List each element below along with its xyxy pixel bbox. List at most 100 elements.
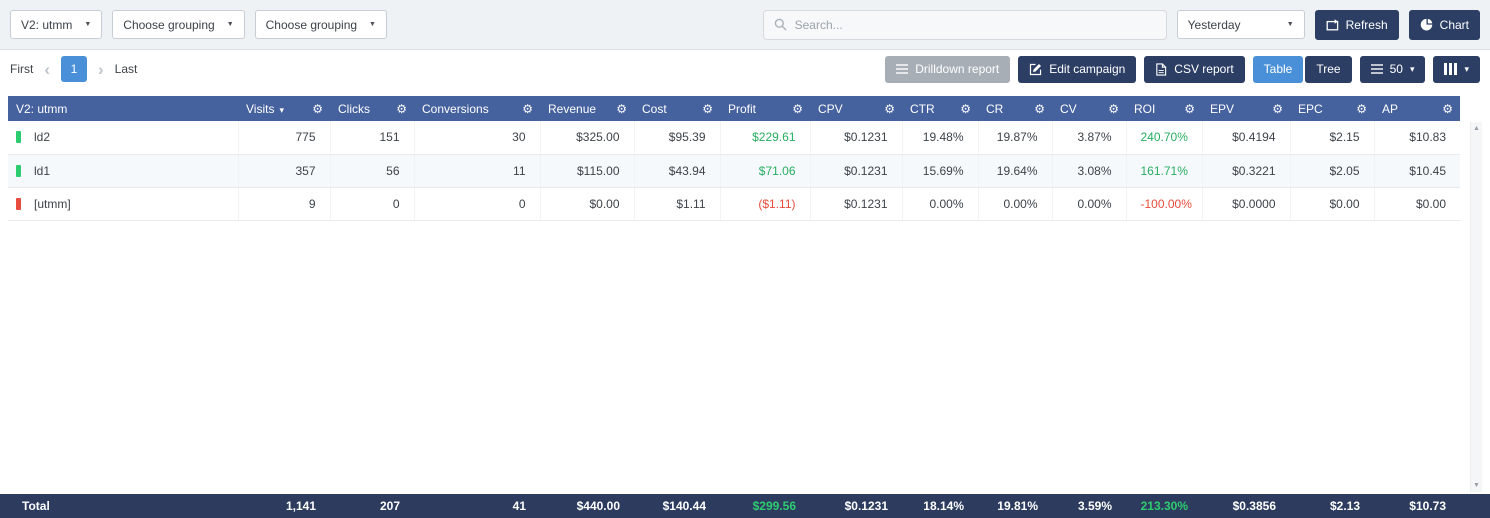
column-header-visits[interactable]: Visits ▾ ⚙ — [238, 96, 330, 121]
edit-pencil-icon — [1030, 63, 1042, 75]
column-settings-icon[interactable]: ⚙ — [1356, 101, 1367, 116]
cell-cv: 3.87% — [1052, 121, 1127, 155]
rows-per-page-value: 50 — [1389, 62, 1403, 76]
column-header-clicks[interactable]: Clicks ⚙ — [330, 96, 414, 121]
date-range-select[interactable]: Yesterday ▼ — [1176, 10, 1305, 39]
cell-revenue: $325.00 — [540, 121, 635, 155]
pagination-first[interactable]: First — [10, 62, 34, 76]
grouping-select-1[interactable]: Choose grouping ▼ — [112, 10, 245, 39]
column-header-cpv[interactable]: CPV ⚙ — [810, 96, 902, 121]
column-header-ctr[interactable]: CTR ⚙ — [902, 96, 978, 121]
column-settings-icon[interactable]: ⚙ — [884, 101, 895, 116]
column-label: Conversions — [422, 101, 489, 116]
cell-cr: 19.64% — [978, 154, 1053, 188]
column-header-epv[interactable]: EPV ⚙ — [1202, 96, 1290, 121]
column-header-ap[interactable]: AP ⚙ — [1374, 96, 1460, 121]
column-header-profit[interactable]: Profit ⚙ — [720, 96, 810, 121]
total-table: Total 1,141 207 41 $440.00 $140.44 $299.56 $0.1… — [8, 494, 1460, 518]
list-icon — [896, 64, 909, 74]
action-bar: First ‹ 1 › Last Drilldown report Edit c… — [0, 50, 1490, 88]
cell-clicks: 0 — [330, 187, 415, 221]
cell-epc: $2.15 — [1290, 121, 1375, 155]
chevron-left-icon[interactable]: ‹ — [44, 59, 50, 79]
column-label: Cost — [642, 101, 667, 116]
top-toolbar: V2: utmm ▼ Choose grouping ▼ Choose grou… — [0, 0, 1490, 50]
search-box — [762, 9, 1167, 40]
column-label: Visits — [246, 101, 275, 116]
cell-cv: 3.08% — [1052, 154, 1127, 188]
column-settings-icon[interactable]: ⚙ — [396, 101, 407, 116]
cell-clicks: 151 — [330, 121, 415, 155]
report-table-area: V2: utmm Visits ▾ ⚙ Clicks ⚙ Conversions ⚙ Reven… — [0, 88, 1490, 494]
total-cost: $140.44 — [662, 499, 706, 513]
grouping-select-2[interactable]: Choose grouping ▼ — [254, 10, 387, 39]
chevron-right-icon[interactable]: › — [98, 59, 104, 79]
scroll-down-icon[interactable]: ▼ — [1473, 482, 1480, 489]
pagination-last[interactable]: Last — [114, 62, 138, 76]
campaign-select[interactable]: V2: utmm ▼ — [10, 10, 103, 39]
column-header-roi[interactable]: ROI ⚙ — [1126, 96, 1202, 121]
chevron-down-icon: ▼ — [226, 21, 234, 28]
column-settings-icon[interactable]: ⚙ — [960, 101, 971, 116]
table-row-utmm[interactable]: [utmm] 9 0 0 $0.00 $1.11 ($1.11) $0.1231 0.00% 0.… — [8, 187, 1460, 221]
sort-desc-icon: ▾ — [279, 104, 284, 115]
column-settings-icon[interactable]: ⚙ — [1034, 101, 1045, 116]
columns-button[interactable]: ▾ — [1433, 55, 1480, 83]
search-input[interactable] — [794, 17, 1156, 32]
column-header-conversions[interactable]: Conversions ⚙ — [414, 96, 540, 121]
refresh-button[interactable]: Refresh — [1314, 9, 1399, 40]
columns-icon — [1444, 63, 1458, 75]
rows-per-page-button[interactable]: 50 ▾ — [1359, 55, 1426, 83]
cell-roi: -100.00% — [1126, 187, 1203, 221]
report-table: V2: utmm Visits ▾ ⚙ Clicks ⚙ Conversions ⚙ Reven… — [8, 96, 1460, 221]
cell-ctr: 0.00% — [902, 187, 979, 221]
column-label: EPC — [1298, 101, 1323, 116]
pagination-page-1[interactable]: 1 — [61, 56, 87, 82]
total-visits: 1,141 — [285, 499, 316, 513]
cell-conversions: 0 — [414, 187, 541, 221]
chart-button[interactable]: Chart — [1408, 9, 1480, 40]
column-header-cost[interactable]: Cost ⚙ — [634, 96, 720, 121]
chevron-down-icon: ▼ — [369, 21, 376, 28]
cell-profit: $71.06 — [720, 154, 811, 188]
column-settings-icon[interactable]: ⚙ — [616, 101, 627, 116]
column-header-epc[interactable]: EPC ⚙ — [1290, 96, 1374, 121]
table-row-ld1[interactable]: ld1 357 56 11 $115.00 $43.94 $71.06 $0.1231 15.6… — [8, 154, 1460, 188]
column-settings-icon[interactable]: ⚙ — [1272, 101, 1283, 116]
cell-ctr: 19.48% — [902, 121, 979, 155]
scroll-up-icon[interactable]: ▲ — [1473, 125, 1480, 132]
table-row-ld2[interactable]: ld2 775 151 30 $325.00 $95.39 $229.61 $0.1231 19… — [8, 121, 1460, 155]
column-label: CV — [1060, 101, 1077, 116]
vertical-scrollbar[interactable]: ▲ ▼ — [1470, 122, 1482, 492]
column-settings-icon[interactable]: ⚙ — [312, 101, 323, 116]
column-header-cv[interactable]: CV ⚙ — [1052, 96, 1126, 121]
csv-report-button[interactable]: CSV report — [1144, 55, 1245, 83]
total-conversions: 41 — [512, 499, 526, 513]
column-header-cr[interactable]: CR ⚙ — [978, 96, 1052, 121]
column-settings-icon[interactable]: ⚙ — [702, 101, 713, 116]
date-range-value: Yesterday — [1187, 17, 1241, 32]
total-epc: $2.13 — [1329, 499, 1360, 513]
total-profit: $299.56 — [752, 499, 796, 513]
total-epv: $0.3856 — [1232, 499, 1276, 513]
column-settings-icon[interactable]: ⚙ — [1108, 101, 1119, 116]
column-settings-icon[interactable]: ⚙ — [1184, 101, 1195, 116]
chevron-down-icon: ▾ — [1464, 63, 1469, 74]
tree-view-button[interactable]: Tree — [1305, 55, 1352, 83]
edit-campaign-button[interactable]: Edit campaign — [1018, 55, 1137, 83]
campaign-select-value: V2: utmm — [21, 17, 73, 32]
column-header-revenue[interactable]: Revenue ⚙ — [540, 96, 634, 121]
total-bar: Total 1,141 207 41 $440.00 $140.44 $299.56 $0.1… — [0, 494, 1490, 518]
cell-conversions: 11 — [414, 154, 541, 188]
column-settings-icon[interactable]: ⚙ — [522, 101, 533, 116]
total-cpv: $0.1231 — [844, 499, 888, 513]
cell-cv: 0.00% — [1052, 187, 1127, 221]
column-label: Profit — [728, 101, 757, 116]
cell-ap: $10.45 — [1374, 154, 1460, 188]
column-settings-icon[interactable]: ⚙ — [1442, 101, 1453, 116]
cell-label: ld1 — [8, 154, 239, 188]
column-settings-icon[interactable]: ⚙ — [792, 101, 803, 116]
drilldown-report-button[interactable]: Drilldown report — [885, 55, 1011, 83]
grouping-select-1-value: Choose grouping — [123, 17, 215, 32]
table-view-button[interactable]: Table — [1252, 55, 1304, 83]
